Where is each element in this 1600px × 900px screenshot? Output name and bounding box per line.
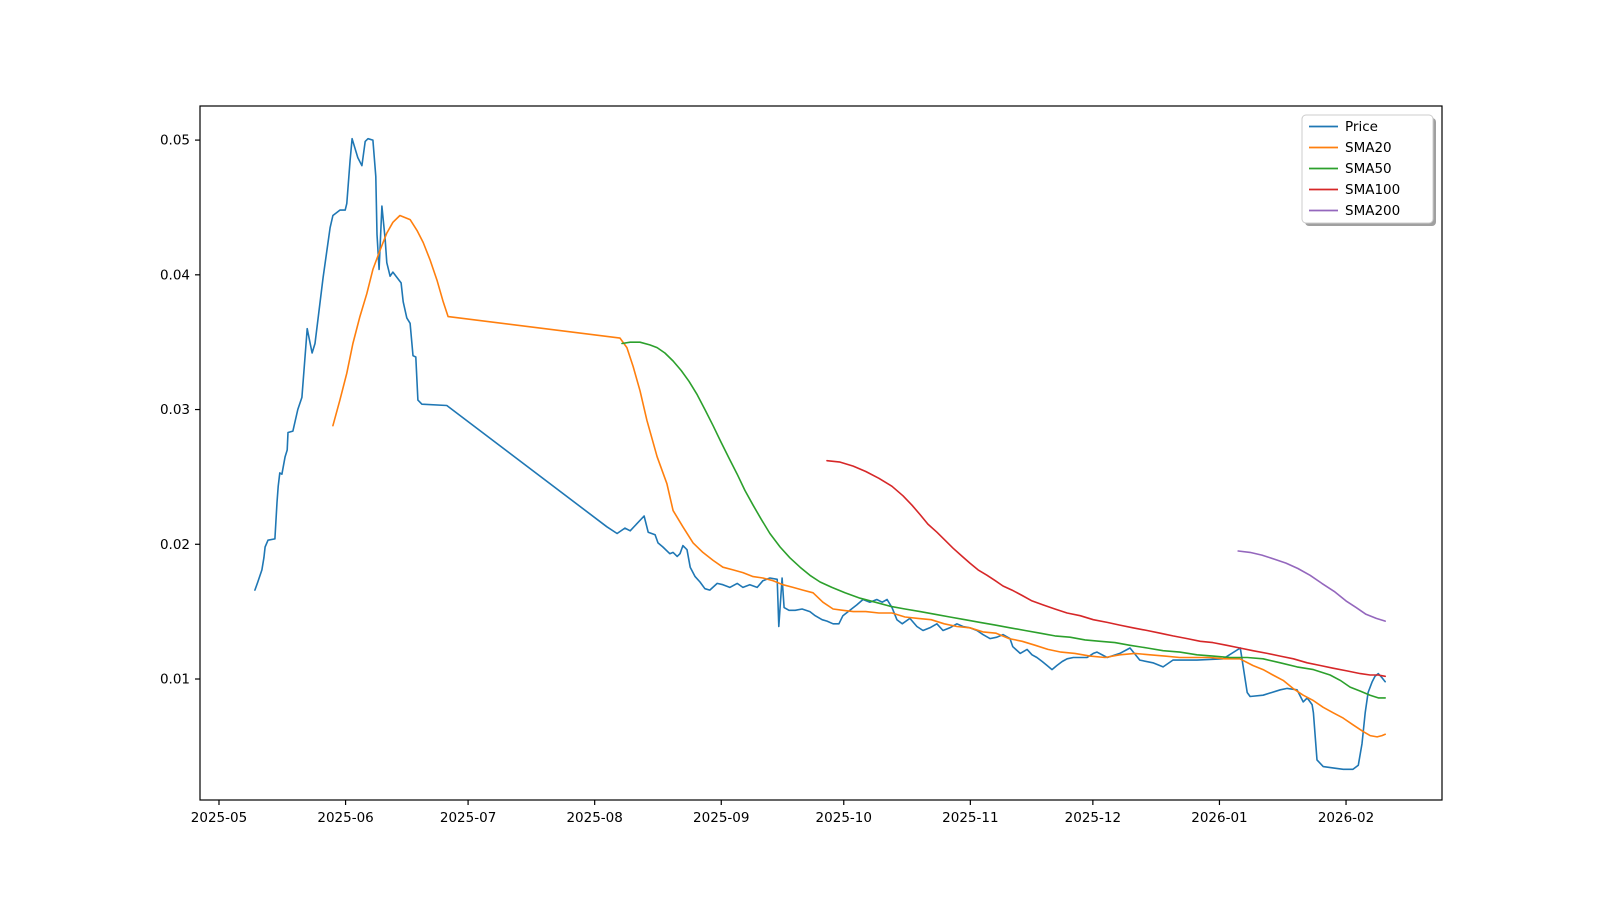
price-line [254, 137, 1386, 771]
y-tick-label: 0.04 [160, 267, 190, 283]
legend-label-sma100: SMA100 [1345, 182, 1400, 198]
x-tick-label: 2026-02 [1318, 810, 1374, 826]
legend-label-sma200: SMA200 [1345, 203, 1400, 219]
series-group [254, 137, 1386, 771]
plot-border [199, 105, 1443, 801]
y-tick-label: 0.03 [160, 402, 190, 418]
x-tick-label: 2025-06 [317, 810, 373, 826]
sma50-line [621, 341, 1386, 699]
x-tick-label: 2025-08 [566, 810, 622, 826]
legend: Price SMA20 SMA50 SMA100 SMA200 [1301, 114, 1436, 226]
sma20-line [332, 214, 1386, 738]
legend-label-sma20: SMA20 [1345, 140, 1392, 156]
x-tick-label: 2025-05 [191, 810, 247, 826]
x-tick-label: 2025-07 [440, 810, 496, 826]
sma200-line [1237, 550, 1386, 622]
legend-label-price: Price [1345, 119, 1378, 135]
x-tick-label: 2025-10 [816, 810, 872, 826]
legend-box [1301, 114, 1434, 224]
y-tick-label: 0.01 [160, 672, 190, 688]
y-tick-label: 0.02 [160, 537, 190, 553]
sma100-line [826, 459, 1386, 678]
x-tick-label: 2025-11 [942, 810, 998, 826]
y-tick-label: 0.05 [160, 133, 190, 149]
x-tick-label: 2026-01 [1191, 810, 1247, 826]
legend-label-sma50: SMA50 [1345, 161, 1392, 177]
x-tick-label: 2025-12 [1065, 810, 1121, 826]
x-tick-label: 2025-09 [693, 810, 749, 826]
